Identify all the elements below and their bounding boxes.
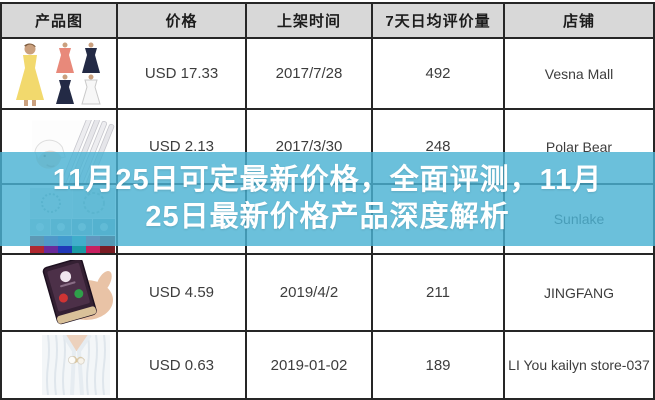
promo-banner-overlay: 11月25日可定最新价格，全面评测，11月 25日最新价格产品深度解析 <box>0 152 655 246</box>
column-header-price: 价格 <box>118 4 247 39</box>
column-header-shop: 店铺 <box>505 4 655 39</box>
row1-listing-date: 2017/7/28 <box>247 39 373 110</box>
row4-price: USD 4.59 <box>118 255 247 332</box>
banner-title-line2: 25日最新价格产品深度解析 <box>145 201 510 233</box>
row4-listing-date: 2019/4/2 <box>247 255 373 332</box>
column-header-product-image: 产品图 <box>2 4 118 39</box>
row1-shop: Vesna Mall <box>505 39 655 110</box>
dresses-collage-image <box>11 41 111 106</box>
column-header-listing-date: 上架时间 <box>247 4 373 39</box>
product-image-cell-flip-phone-in-hand <box>2 255 118 332</box>
product-image-cell-dresses-collage <box>2 39 118 110</box>
row1-price: USD 17.33 <box>118 39 247 110</box>
row1-reviews: 492 <box>373 39 505 110</box>
row4-reviews: 211 <box>373 255 505 332</box>
cardigan-pearl-brooch-image <box>42 335 110 395</box>
banner-title-line1: 11月25日可定最新价格，全面评测，11月 <box>52 164 603 196</box>
row4-shop: JINGFANG <box>505 255 655 332</box>
column-header-avg-7day-reviews: 7天日均评价量 <box>373 4 505 39</box>
row5-price: USD 0.63 <box>118 332 247 400</box>
product-image-cell-cardigan-pearl-brooch <box>2 332 118 400</box>
flip-phone-in-hand-image <box>24 259 116 326</box>
row5-reviews: 189 <box>373 332 505 400</box>
row5-listing-date: 2019-01-02 <box>247 332 373 400</box>
row5-shop: LI You kailyn store-037 <box>505 332 655 400</box>
